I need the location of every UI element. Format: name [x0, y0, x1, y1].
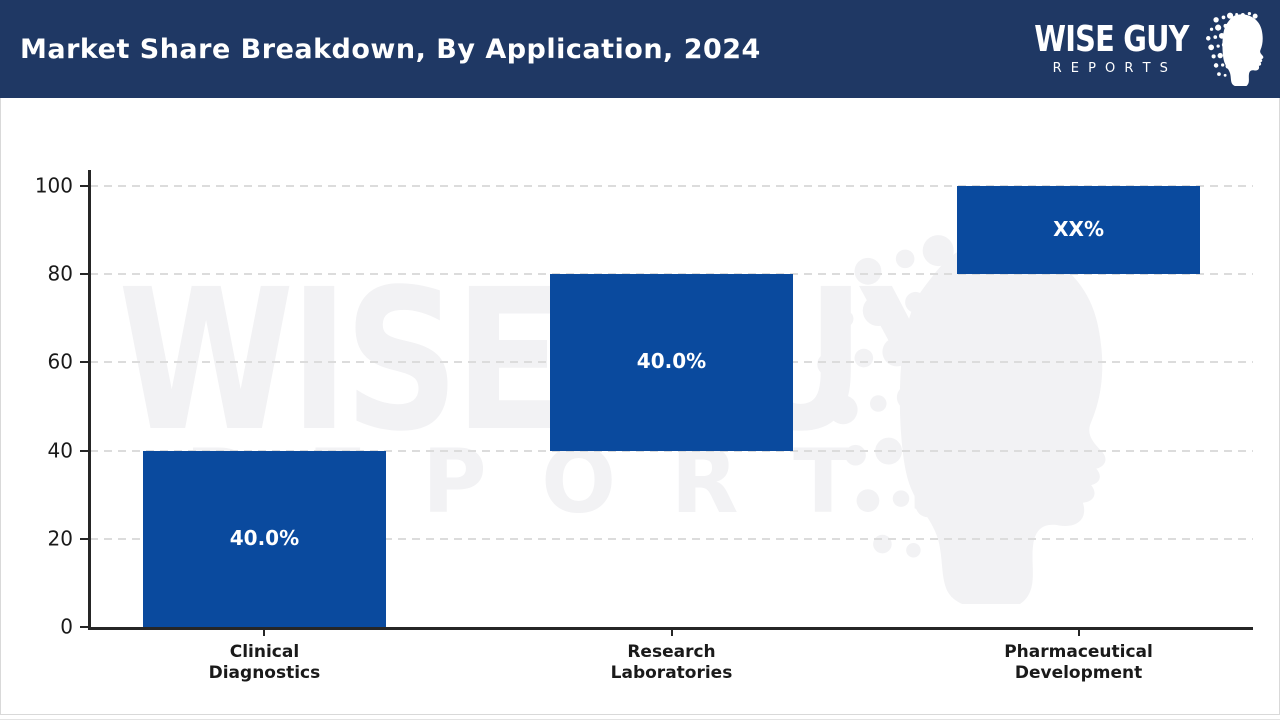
y-axis: 0 20 40 60 80 100 [0, 176, 89, 637]
y-axis-tick-mark [80, 449, 88, 452]
y-axis-tick-label: 40 [47, 438, 73, 463]
header-bar: Market Share Breakdown, By Application, … [0, 0, 1280, 98]
y-axis-tick-label: 0 [60, 614, 73, 639]
plot-area: WISE GUY R E P O R T S 40.0% 40.0% XX% 0 20… [0, 98, 1280, 719]
y-axis-tick-label: 80 [47, 261, 73, 286]
bar-value-label: 40.0% [229, 525, 300, 550]
gridline [90, 185, 1253, 187]
x-axis-tick-label-line: Clinical [229, 642, 300, 662]
x-axis-tick-label: Pharmaceutical Development [939, 642, 1219, 684]
y-axis-tick-mark [80, 537, 88, 540]
wiseguy-logo: WISE GUY R E P O R T S [1015, 12, 1266, 86]
x-axis-spine [88, 627, 1253, 630]
x-axis-tick-mark [263, 629, 266, 636]
x-axis-tick-label-line: Research [627, 642, 716, 662]
x-axis-tick-label-line: Laboratories [610, 663, 733, 683]
bar-value-label: XX% [1053, 217, 1104, 242]
y-axis-tick-label: 20 [47, 526, 73, 551]
gridline [90, 273, 1253, 276]
y-axis-tick-mark [80, 185, 88, 187]
x-axis-tick-label: Clinical Diagnostics [124, 642, 404, 684]
logo-head-icon [1206, 12, 1264, 86]
y-axis-tick-label: 100 [34, 173, 73, 198]
gridline [90, 537, 1253, 540]
x-axis-tick-mark [1077, 629, 1080, 636]
bar-value-label: 40.0% [636, 349, 707, 374]
y-axis-tick-mark [80, 361, 88, 364]
x-axis: Clinical Diagnostics Research Laboratories P… [90, 629, 1253, 715]
x-axis-tick-label: Research Laboratories [532, 642, 812, 684]
x-axis-tick-label-line: Pharmaceutical [1004, 642, 1153, 662]
plot-box: 40.0% 40.0% XX% [90, 170, 1253, 627]
bar-segment: 40.0% [549, 274, 794, 451]
value-area: 40.0% 40.0% XX% [90, 185, 1253, 627]
x-axis-tick-label-line: Diagnostics [208, 663, 321, 683]
logo-subtext: R E P O R T S [1052, 61, 1171, 76]
logo-wordmark: WISE GUY [1034, 19, 1189, 60]
chart-title: Market Share Breakdown, By Application, … [20, 33, 761, 65]
logo-text: WISE GUY R E P O R T S [1015, 19, 1208, 77]
x-axis-tick-mark [670, 629, 673, 636]
y-axis-spine [88, 170, 91, 629]
y-axis-tick-label: 60 [47, 349, 73, 374]
y-axis-tick-mark [80, 273, 88, 276]
x-axis-tick-label-line: Development [1014, 663, 1143, 683]
y-axis-tick-mark [80, 626, 88, 628]
bar-segment: XX% [957, 186, 1201, 275]
bar-segment: 40.0% [142, 450, 386, 627]
